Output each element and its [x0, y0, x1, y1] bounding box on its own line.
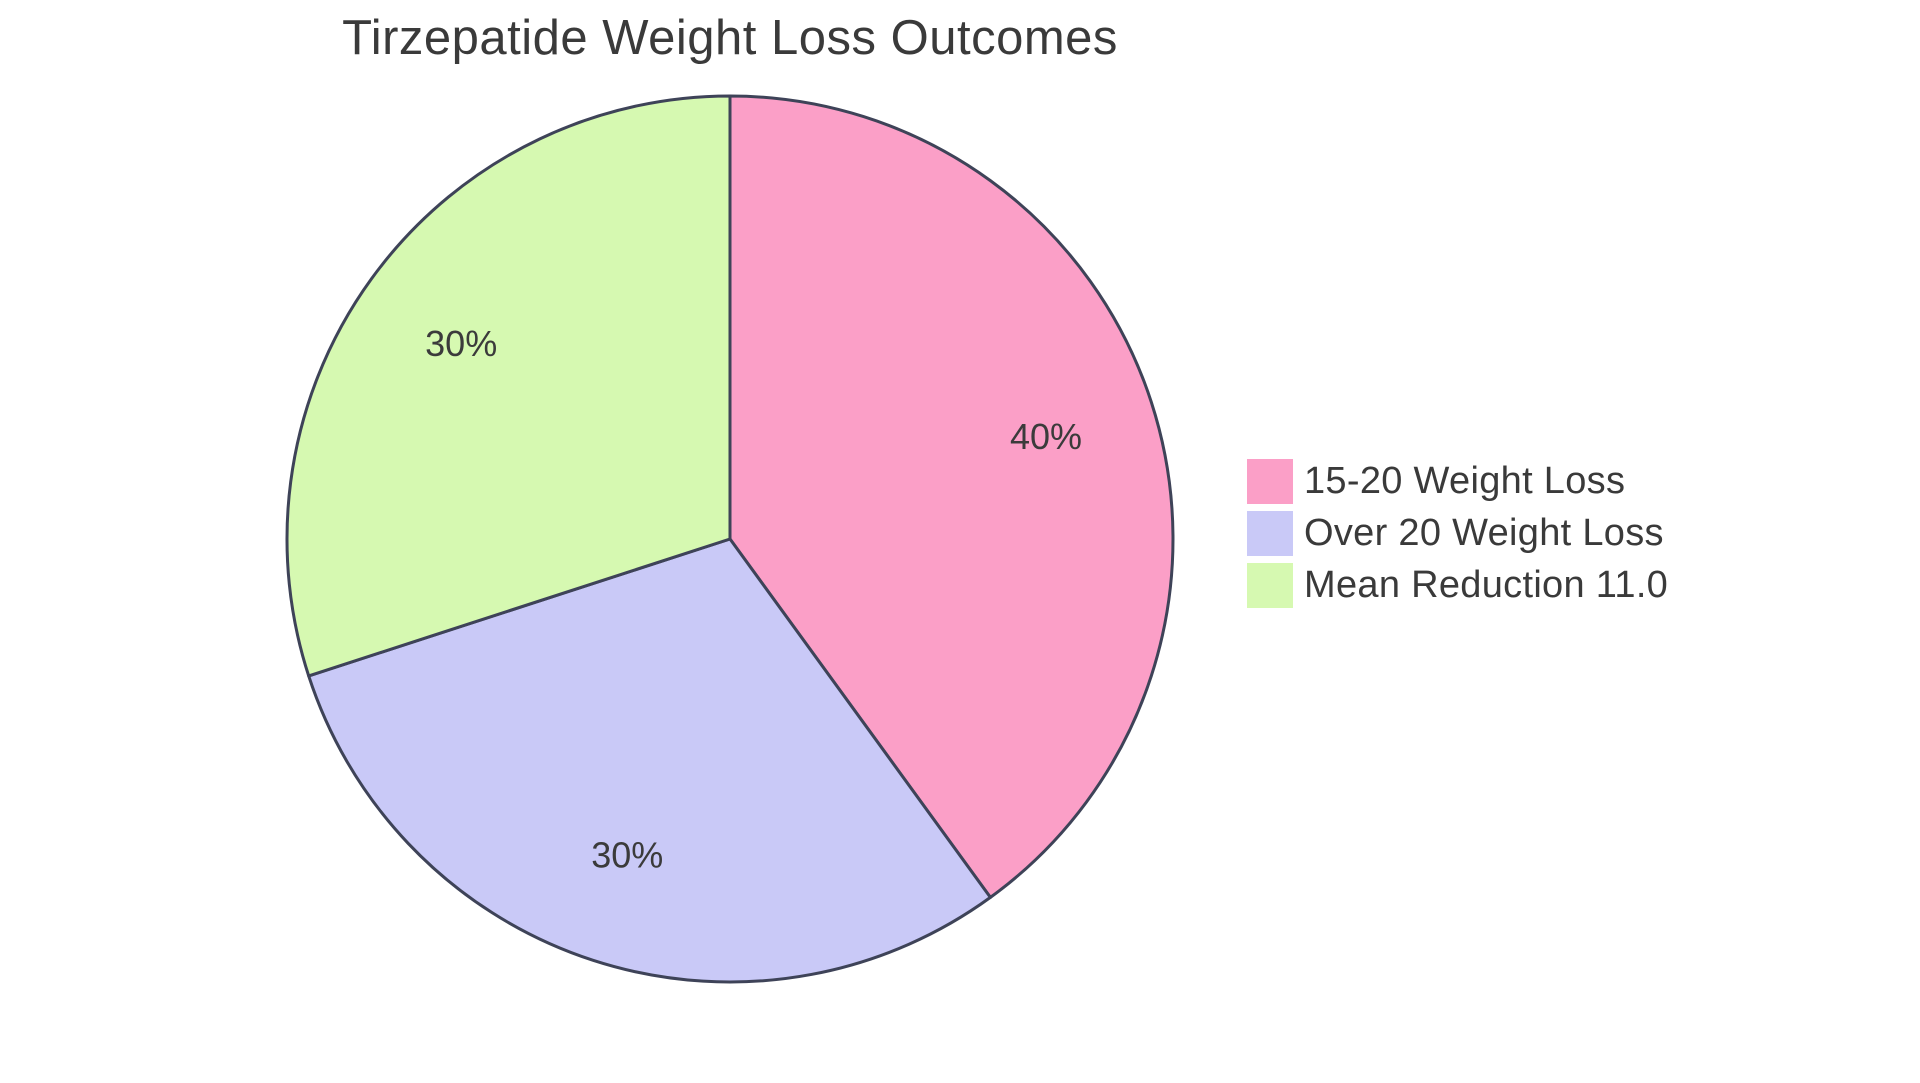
legend-label: 15-20 Weight Loss — [1304, 460, 1626, 502]
chart-title: Tirzepatide Weight Loss Outcomes — [342, 11, 1118, 65]
pie-slice-pct-label: 30% — [425, 323, 497, 364]
pie-slice-mean-reduction-11-0 — [285, 94, 732, 678]
legend-label: Over 20 Weight Loss — [1304, 512, 1664, 554]
legend-item-over-20-weight-loss: Over 20 Weight Loss — [1247, 511, 1668, 556]
legend-swatch — [1247, 511, 1293, 556]
legend-swatch — [1247, 459, 1293, 504]
legend-swatch — [1247, 563, 1293, 608]
pie-slice-15-20-weight-loss — [728, 94, 1175, 899]
pie-slice-pct-label: 30% — [591, 835, 663, 876]
pie-slice-over-20-weight-loss — [307, 537, 992, 984]
chart-legend: 15-20 Weight Loss Over 20 Weight Loss Mean… — [1247, 459, 1668, 608]
pie-slice-pct-label: 40% — [1010, 416, 1082, 457]
legend-item-15-20-weight-loss: 15-20 Weight Loss — [1247, 459, 1668, 504]
legend-item-mean-reduction-11-0: Mean Reduction 11.0 — [1247, 563, 1668, 608]
legend-label: Mean Reduction 11.0 — [1304, 564, 1669, 606]
